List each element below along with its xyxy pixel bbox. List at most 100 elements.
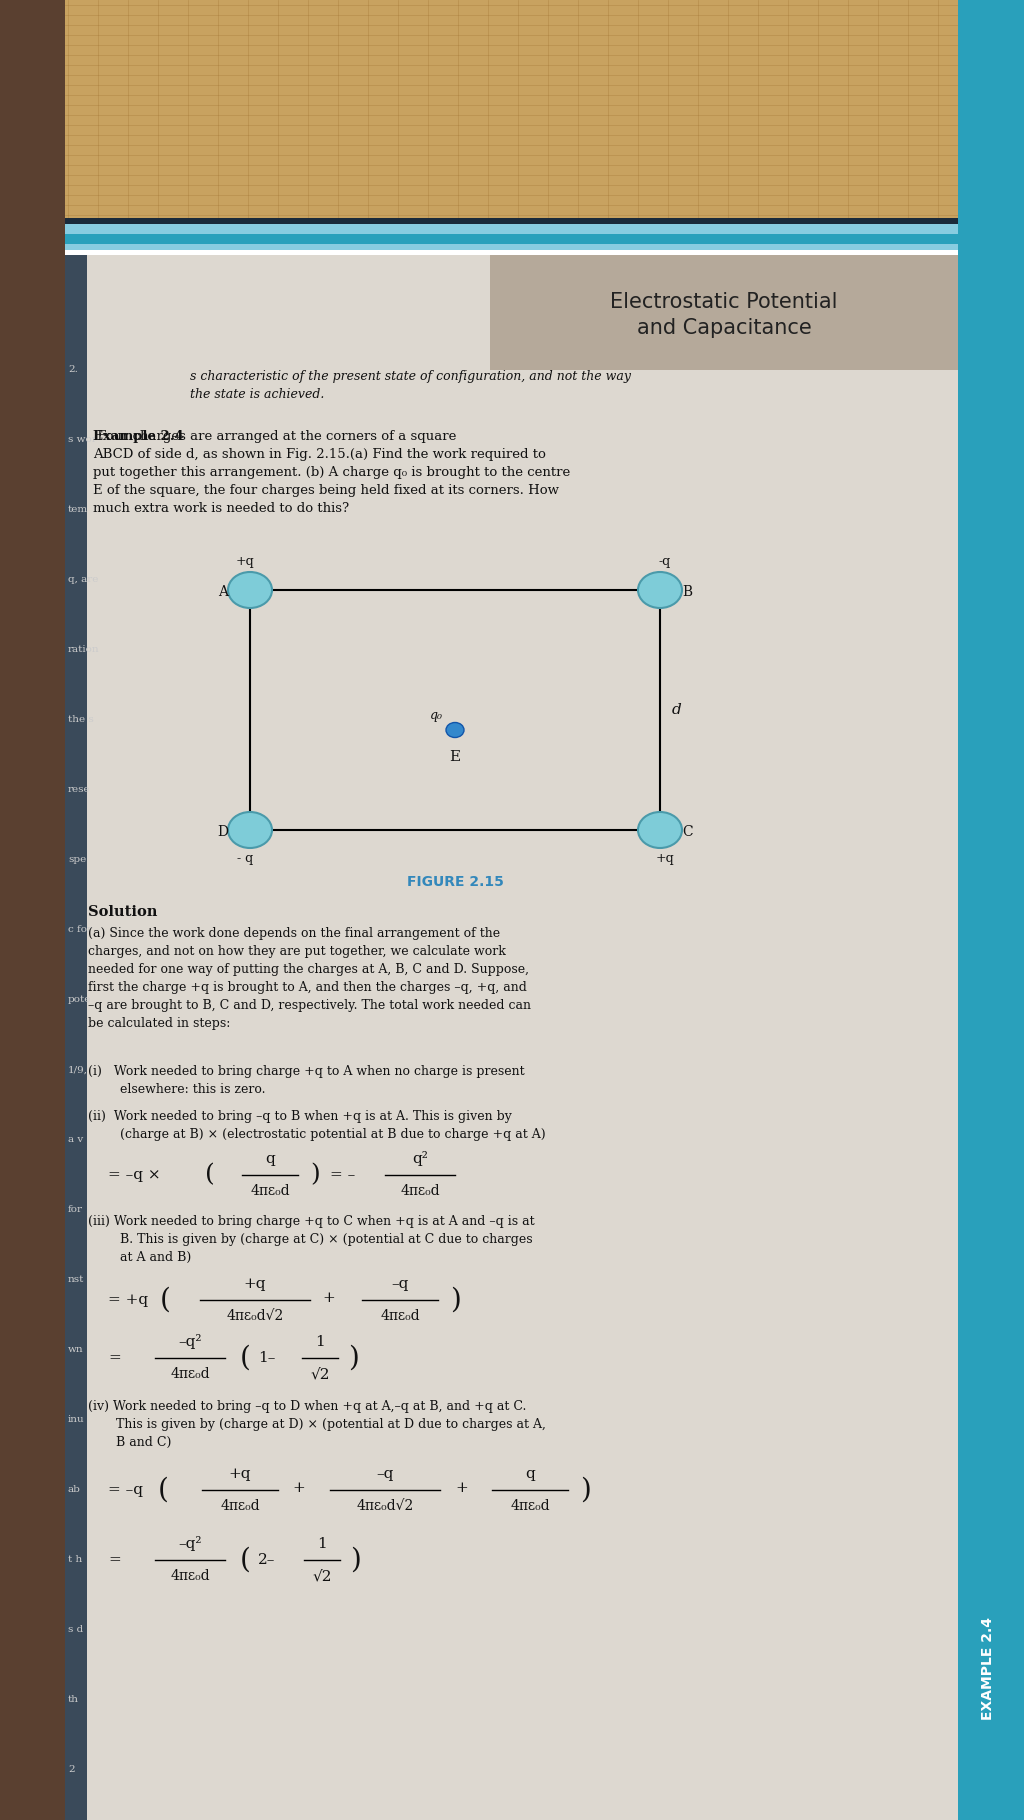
Text: ): ) — [350, 1547, 360, 1574]
Text: (i)   Work needed to bring charge +q to A when no charge is present
        else: (i) Work needed to bring charge +q to A … — [88, 1065, 524, 1096]
Text: 1: 1 — [315, 1336, 325, 1349]
Ellipse shape — [638, 571, 682, 608]
Text: = –q ×: = –q × — [108, 1168, 161, 1181]
Text: –q: –q — [376, 1467, 393, 1481]
Text: (iv) Work needed to bring –q to D when +q at A,–q at B, and +q at C.
       This: (iv) Work needed to bring –q to D when +… — [88, 1400, 546, 1449]
Text: wn: wn — [68, 1345, 84, 1354]
Text: s wor: s wor — [68, 435, 96, 444]
Text: q₀: q₀ — [430, 710, 443, 723]
Text: s d: s d — [68, 1625, 83, 1634]
Text: +: + — [292, 1481, 305, 1494]
Bar — [65, 0, 1024, 220]
Text: Electrostatic Potential
and Capacitance: Electrostatic Potential and Capacitance — [610, 291, 838, 339]
Text: (a) Since the work done depends on the final arrangement of the
charges, and not: (a) Since the work done depends on the f… — [88, 926, 531, 1030]
Text: inu: inu — [68, 1416, 85, 1425]
Text: (: ( — [160, 1287, 171, 1314]
Text: =: = — [108, 1350, 121, 1365]
Text: q: q — [525, 1467, 535, 1481]
Text: (: ( — [158, 1476, 169, 1503]
Text: ration: ration — [68, 646, 99, 655]
Text: (: ( — [205, 1163, 215, 1187]
Ellipse shape — [228, 571, 272, 608]
Text: 4πε₀d: 4πε₀d — [380, 1309, 420, 1323]
Text: d: d — [672, 703, 682, 717]
Text: 4πε₀d: 4πε₀d — [220, 1500, 260, 1512]
Text: 4πε₀d: 4πε₀d — [510, 1500, 550, 1512]
Text: 4πε₀d√2: 4πε₀d√2 — [226, 1309, 284, 1323]
Text: (: ( — [240, 1345, 251, 1372]
Text: 4πε₀d: 4πε₀d — [170, 1367, 210, 1381]
Text: ): ) — [450, 1287, 461, 1314]
Text: 2.: 2. — [68, 366, 78, 375]
Text: c for: c for — [68, 926, 92, 934]
Ellipse shape — [638, 812, 682, 848]
Text: nst: nst — [68, 1276, 84, 1285]
Text: Solution: Solution — [88, 905, 158, 919]
Text: 4πε₀d: 4πε₀d — [170, 1569, 210, 1583]
Text: +: + — [322, 1290, 335, 1305]
Text: (ii)  Work needed to bring –q to B when +q is at A. This is given by
        (ch: (ii) Work needed to bring –q to B when +… — [88, 1110, 546, 1141]
Text: ab: ab — [68, 1485, 81, 1494]
Text: 2: 2 — [68, 1765, 75, 1774]
Text: Four charges are arranged at the corners of a square
ABCD of side d, as shown in: Four charges are arranged at the corners… — [93, 430, 570, 515]
Bar — [65, 224, 958, 235]
Text: –q: –q — [391, 1278, 409, 1290]
Text: √2: √2 — [312, 1569, 332, 1583]
Text: ): ) — [310, 1163, 319, 1187]
Text: –q²: –q² — [178, 1334, 202, 1349]
Text: 1/9,: 1/9, — [68, 1065, 88, 1074]
Text: s characteristic of the present state of configuration, and not the way
the stat: s characteristic of the present state of… — [190, 369, 631, 400]
Bar — [0, 0, 65, 1820]
Text: ): ) — [348, 1345, 358, 1372]
Text: –q²: –q² — [178, 1536, 202, 1551]
Text: EXAMPLE 2.4: EXAMPLE 2.4 — [981, 1616, 995, 1720]
Text: the s: the s — [68, 715, 94, 724]
Text: (iii) Work needed to bring charge +q to C when +q is at A and –q is at
        B: (iii) Work needed to bring charge +q to … — [88, 1216, 535, 1265]
Text: +: + — [455, 1481, 468, 1494]
Text: FIGURE 2.15: FIGURE 2.15 — [407, 875, 504, 888]
Bar — [65, 255, 958, 1820]
Text: D: D — [217, 824, 228, 839]
Text: B: B — [682, 584, 692, 599]
Text: -q: -q — [658, 555, 671, 568]
Text: spe: spe — [68, 855, 86, 864]
Text: ): ) — [580, 1476, 591, 1503]
Text: 1–: 1– — [258, 1350, 275, 1365]
Text: pote: pote — [68, 996, 91, 1005]
Text: +q: +q — [655, 852, 675, 864]
Text: - q: - q — [237, 852, 253, 864]
Bar — [490, 255, 958, 369]
Text: =: = — [108, 1552, 121, 1567]
Text: tem: tem — [68, 506, 88, 515]
Bar — [65, 255, 87, 1820]
Text: +q: +q — [244, 1278, 266, 1290]
Text: = –: = – — [330, 1168, 355, 1181]
Text: a v: a v — [68, 1136, 83, 1145]
Bar — [65, 235, 958, 244]
Text: 4πε₀d: 4πε₀d — [250, 1185, 290, 1198]
Text: E: E — [450, 750, 461, 764]
Text: (: ( — [240, 1547, 251, 1574]
Text: 4πε₀d√2: 4πε₀d√2 — [356, 1500, 414, 1512]
Text: = +q: = +q — [108, 1292, 148, 1307]
Text: = –q: = –q — [108, 1483, 143, 1498]
Text: q²: q² — [412, 1150, 428, 1167]
Text: rese: rese — [68, 786, 91, 795]
Text: t h: t h — [68, 1556, 82, 1565]
Ellipse shape — [228, 812, 272, 848]
Text: √2: √2 — [310, 1367, 330, 1381]
Ellipse shape — [446, 723, 464, 737]
Text: +q: +q — [228, 1467, 251, 1481]
Text: for: for — [68, 1205, 83, 1214]
Bar — [65, 249, 958, 255]
Text: 1: 1 — [317, 1538, 327, 1551]
Bar — [65, 244, 958, 249]
Text: 2–: 2– — [258, 1552, 275, 1567]
Text: q, are: q, are — [68, 575, 98, 584]
Text: +q: +q — [236, 555, 254, 568]
Text: q: q — [265, 1152, 274, 1167]
Text: 4πε₀d: 4πε₀d — [400, 1185, 440, 1198]
Text: Example 2.4: Example 2.4 — [93, 430, 183, 442]
Bar — [65, 218, 958, 224]
Text: A: A — [218, 584, 228, 599]
